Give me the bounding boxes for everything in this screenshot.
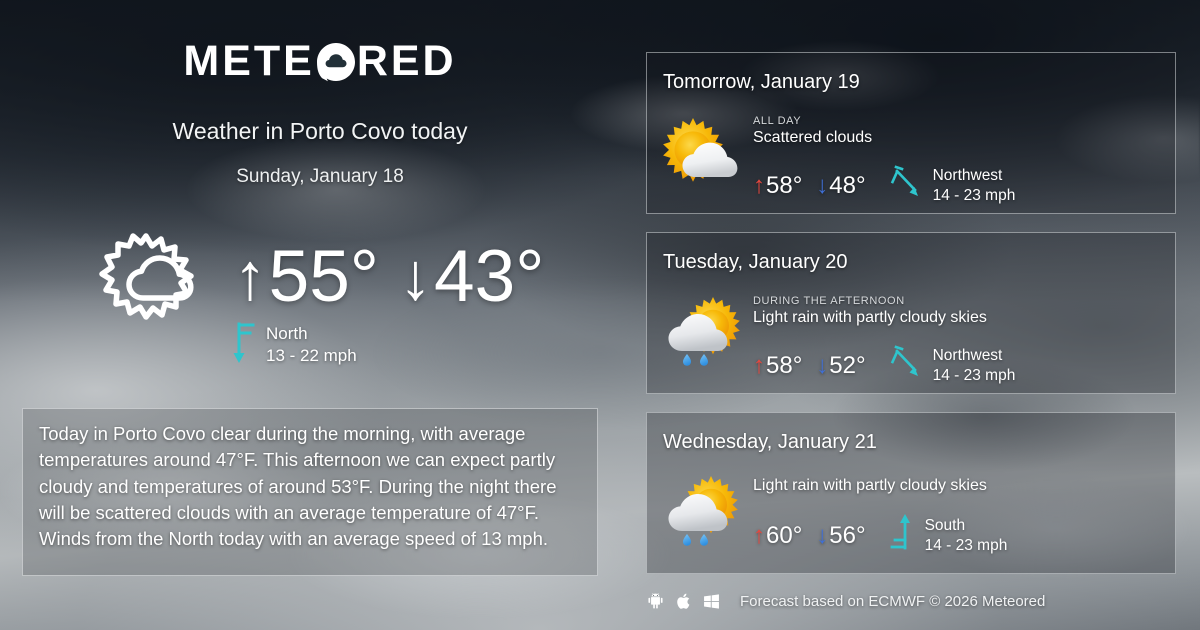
forecast-wind-direction: Northwest [932,347,1003,365]
forecast-high: ↑ 58° [753,171,803,199]
forecast-card[interactable]: Tomorrow, January 19 [646,52,1176,214]
android-icon[interactable] [646,592,665,611]
wind-barb-south-icon [230,320,256,369]
logo-text-right: RED [356,37,457,85]
forecast-wind-text: South 14 - 23 mph [925,516,1008,555]
today-summary-text: Today in Porto Covo clear during the mor… [39,423,557,550]
forecast-high-value: 58° [766,351,803,379]
meteored-logo[interactable]: METE RED [0,40,640,83]
arrow-down-icon: ↓ [816,521,829,549]
arrow-down-icon: ↓ [816,351,829,379]
arrow-up-icon: ↑ [753,171,765,199]
forecast-temperatures: ↑ 60° ↓ 56° [753,521,866,549]
today-high: ↑ 55° [234,240,379,313]
arrow-up-icon: ↑ [233,239,267,313]
forecast-high-value: 60° [766,521,803,549]
forecast-wind-direction: South [924,517,966,535]
forecast-low: ↓ 56° [816,521,866,549]
forecast-period-label: ALL DAY [753,115,802,127]
footer: Forecast based on ECMWF © 2026 Meteored [646,592,1176,611]
forecast-condition: Light rain with partly cloudy skies [753,309,987,326]
arrow-up-icon: ↑ [753,351,765,379]
wind-barb-northwest-icon [890,165,924,206]
forecast-wind-speed: 14 - 23 mph [924,536,1008,554]
today-summary-box: Today in Porto Covo clear during the mor… [22,408,598,576]
forecast-condition: Light rain with partly cloudy skies [753,477,987,494]
today-high-value: 55° [268,235,379,317]
sun-behind-rain-cloud-icon [663,473,741,551]
sun-behind-cloud-icon [663,113,741,191]
today-wind: North 13 - 22 mph [230,320,357,369]
forecast-card[interactable]: Tuesday, January 20 [646,232,1176,394]
forecast-condition: Scattered clouds [753,129,873,146]
forecast-day-title: Tuesday, January 20 [663,251,848,273]
forecast-low: ↓ 52° [816,351,866,379]
sun-behind-cloud-outline-icon [96,222,216,330]
forecast-low-value: 52° [829,351,866,379]
forecast-wind-speed: 14 - 23 mph [932,366,1016,384]
today-conditions-row: ↑ 55° ↓ 43° [0,222,640,330]
wind-barb-south-icon [890,513,916,558]
forecast-wind-text: Northwest 14 - 23 mph [933,346,1016,385]
forecast-high: ↑ 58° [753,351,803,379]
forecast-card[interactable]: Wednesday, January 21 [646,412,1176,574]
forecast-day-title: Tomorrow, January 19 [663,71,860,93]
page-title: Weather in Porto Covo today [172,118,468,144]
forecast-low-value: 48° [829,171,866,199]
today-wind-speed: 13 - 22 mph [266,345,357,365]
cloud-bubble-icon [316,42,356,82]
forecast-wind-direction: Northwest [932,167,1003,185]
forecast-wind-text: Northwest 14 - 23 mph [933,166,1016,205]
forecast-wind: Northwest 14 - 23 mph [890,165,1016,206]
forecast-temperatures: ↑ 58° ↓ 48° [753,171,866,199]
forecast-wind: South 14 - 23 mph [890,513,1008,558]
forecast-temperatures: ↑ 58° ↓ 52° [753,351,866,379]
forecast-day-title: Wednesday, January 21 [663,431,877,453]
forecast-high-value: 58° [766,171,803,199]
forecast-wind-speed: 14 - 23 mph [932,186,1016,204]
forecast-wind: Northwest 14 - 23 mph [890,345,1016,386]
today-low-value: 43° [434,235,545,317]
forecast-low: ↓ 48° [816,171,866,199]
forecast-low-value: 56° [829,521,866,549]
today-wind-text: North 13 - 22 mph [266,323,357,366]
wind-barb-northwest-icon [890,345,924,386]
today-low: ↓ 43° [399,240,544,313]
arrow-down-icon: ↓ [399,239,432,313]
arrow-up-icon: ↑ [753,521,765,549]
today-wind-direction: North [266,324,308,344]
today-temperatures: ↑ 55° ↓ 43° [234,240,545,313]
today-date: Sunday, January 18 [236,166,404,187]
forecast-high: ↑ 60° [753,521,803,549]
apple-icon[interactable] [674,592,693,611]
forecast-period-label: DURING THE AFTERNOON [753,295,905,307]
arrow-down-icon: ↓ [816,171,829,199]
forecast-panel: Tomorrow, January 19 [646,0,1176,630]
sun-behind-rain-cloud-icon [663,293,741,371]
logo-text-left: METE [183,37,315,85]
windows-icon[interactable] [702,592,721,611]
footer-credit: Forecast based on ECMWF © 2026 Meteored [740,593,1046,610]
today-panel: METE RED Weather in Porto Covo today Sun… [0,40,640,576]
